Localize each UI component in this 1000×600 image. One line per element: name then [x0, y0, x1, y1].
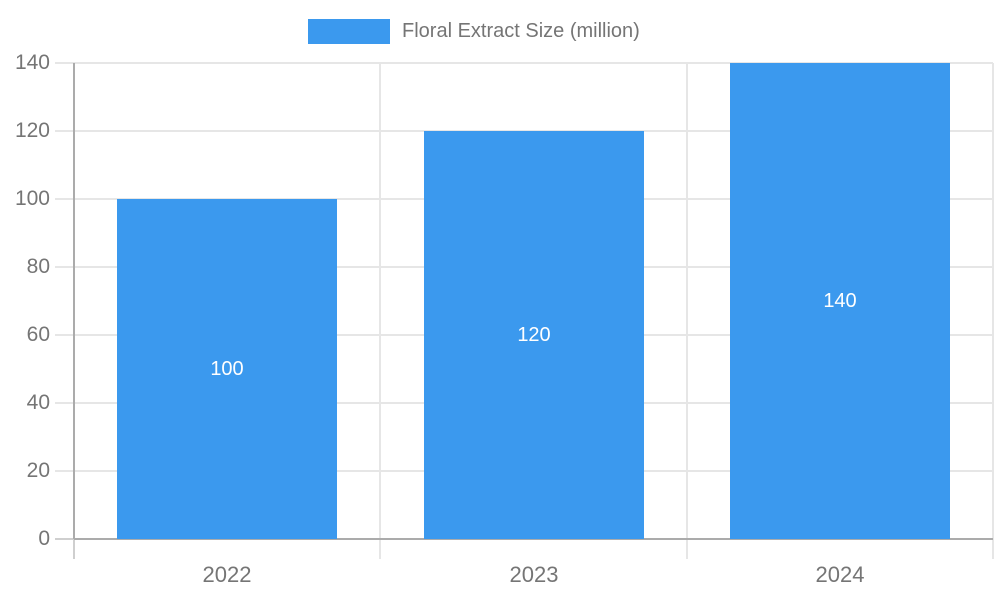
bar-value-label: 120	[517, 323, 551, 346]
category-divider	[686, 63, 688, 559]
y-gridline	[74, 62, 993, 64]
y-tick-label: 0	[38, 527, 50, 550]
y-axis-line	[73, 63, 75, 539]
x-axis-tick	[73, 539, 75, 559]
y-axis-tick	[55, 62, 74, 64]
y-axis-tick	[55, 402, 74, 404]
y-axis-tick	[55, 198, 74, 200]
y-tick-label: 40	[26, 391, 50, 414]
x-axis-line	[74, 538, 993, 540]
legend-label: Floral Extract Size (million)	[402, 20, 640, 42]
y-axis-tick	[55, 470, 74, 472]
x-tick-label: 2024	[815, 562, 865, 587]
y-tick-label: 60	[26, 323, 50, 346]
bar[interactable]: 120	[424, 131, 644, 539]
y-axis-tick	[55, 538, 74, 540]
category-divider	[379, 63, 381, 559]
legend-item[interactable]: Floral Extract Size (million)	[308, 19, 640, 44]
bar[interactable]: 140	[730, 63, 950, 539]
y-tick-label: 120	[14, 119, 50, 142]
y-tick-label: 140	[14, 51, 50, 74]
y-axis-tick	[55, 334, 74, 336]
bar-value-label: 140	[823, 289, 857, 312]
category-divider	[992, 63, 994, 559]
y-axis-tick	[55, 130, 74, 132]
bar-value-label: 100	[210, 357, 244, 380]
x-tick-label: 2022	[202, 562, 252, 587]
x-tick-label: 2023	[509, 562, 559, 587]
legend-color-swatch	[308, 19, 390, 44]
y-tick-label: 100	[14, 187, 50, 210]
y-tick-label: 80	[26, 255, 50, 278]
y-tick-label: 20	[26, 459, 50, 482]
y-axis-tick	[55, 266, 74, 268]
bar[interactable]: 100	[117, 199, 337, 539]
